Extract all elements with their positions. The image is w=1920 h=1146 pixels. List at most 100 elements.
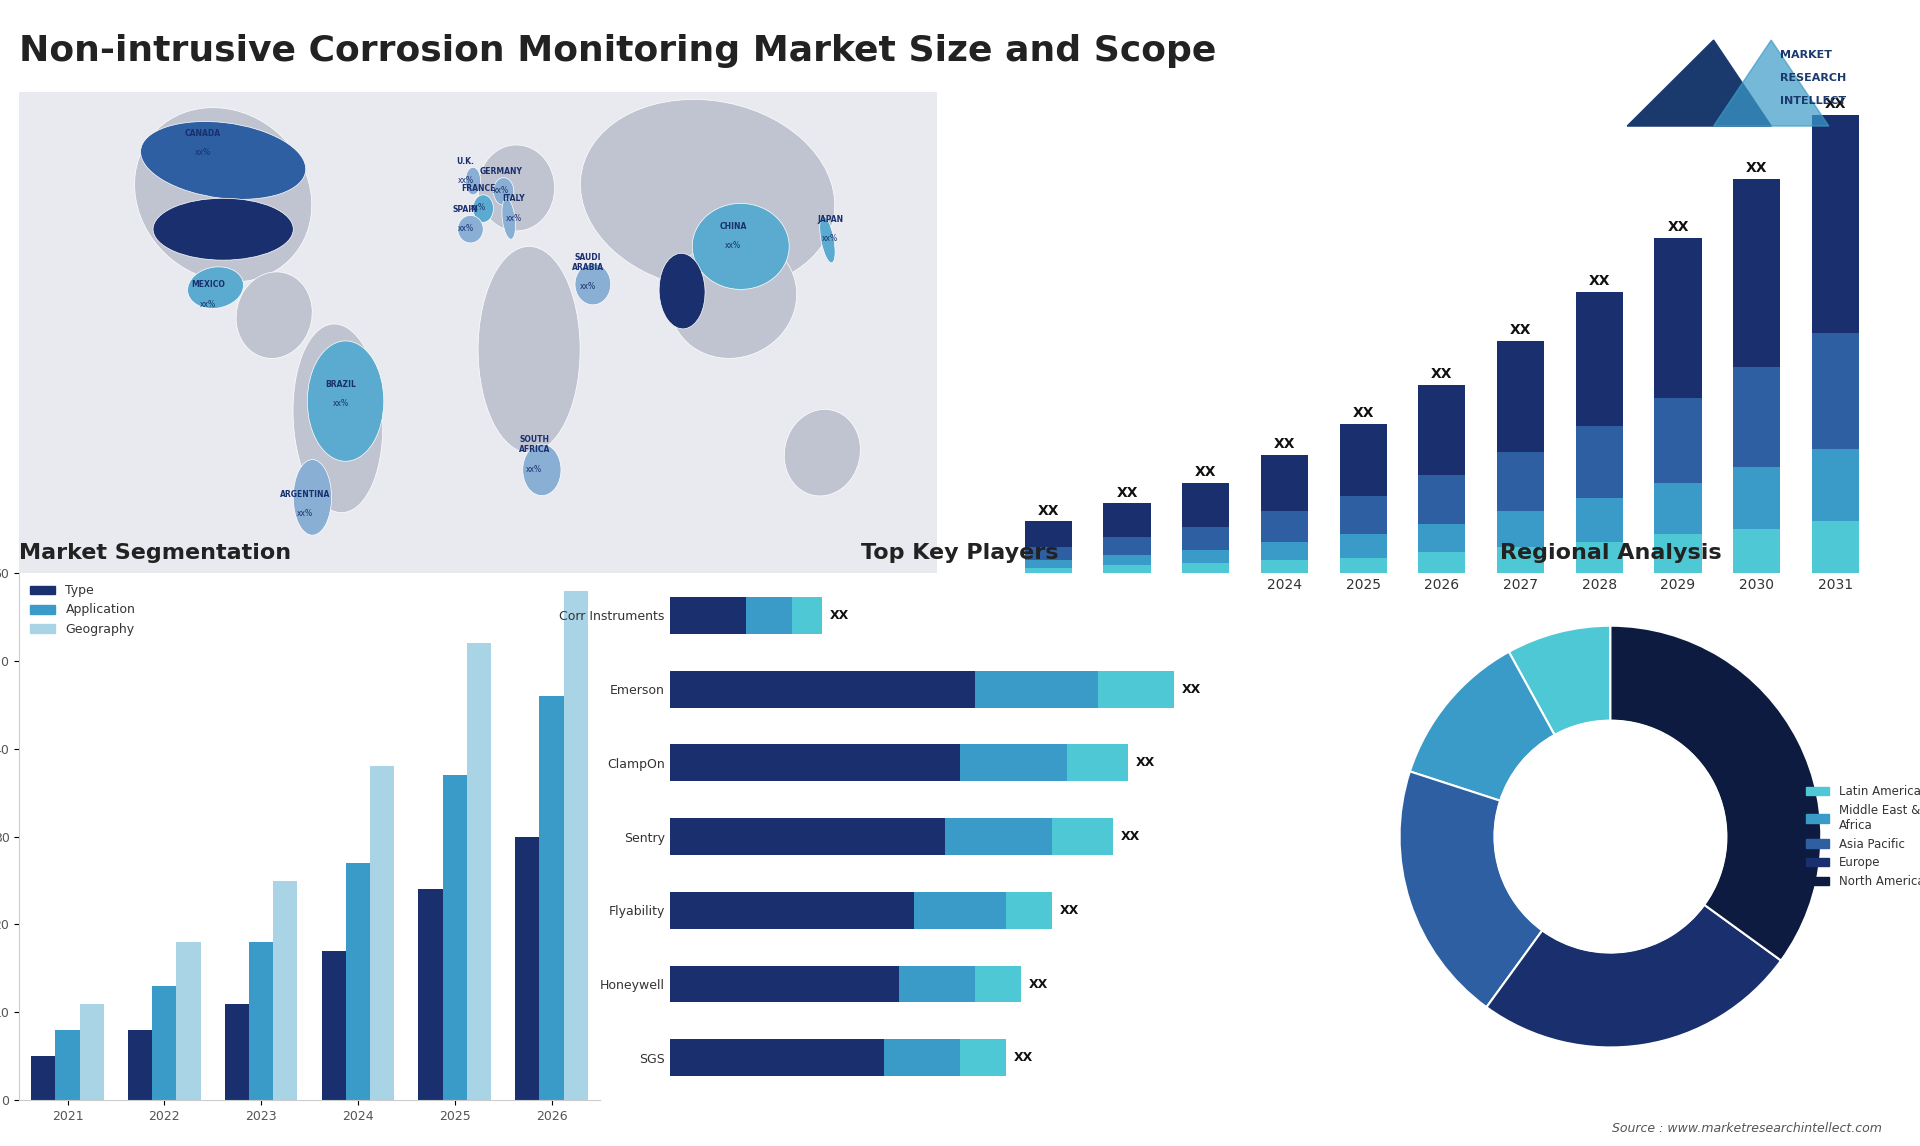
Bar [1183,550,1229,563]
Text: xx%: xx% [190,227,205,236]
Bar [1498,548,1544,573]
Text: XX: XX [1352,406,1375,419]
Ellipse shape [783,409,860,496]
Text: ARGENTINA: ARGENTINA [280,490,330,500]
Text: XX: XX [1745,162,1768,175]
Text: CANADA: CANADA [184,129,221,139]
Text: U.K.: U.K. [457,157,474,166]
Ellipse shape [693,204,789,290]
Text: U.S.: U.S. [188,209,205,218]
Bar [444,775,467,1100]
Ellipse shape [294,460,332,535]
Ellipse shape [670,237,797,359]
FancyBboxPatch shape [6,74,950,590]
Text: XX: XX [1509,323,1532,337]
Text: CHINA: CHINA [720,222,747,231]
Bar [1419,385,1465,476]
Bar [1576,542,1622,573]
Bar [1734,529,1780,573]
Bar [1812,521,1859,573]
Text: BRAZIL: BRAZIL [324,380,355,390]
Bar [960,745,1068,782]
Text: xx%: xx% [332,399,349,408]
Ellipse shape [465,167,480,195]
Bar [1734,468,1780,529]
Text: XX: XX [1137,756,1156,769]
Text: XX: XX [1014,1051,1033,1065]
Bar [1498,511,1544,548]
Bar [1655,398,1701,482]
Text: RESEARCH: RESEARCH [1780,73,1847,83]
Text: INTELLECT: INTELLECT [1780,96,1845,105]
Wedge shape [1611,626,1822,960]
Bar [945,818,1052,855]
Text: xx%: xx% [666,304,682,312]
Bar [250,942,273,1100]
Text: xx%: xx% [526,465,541,473]
Text: Source : www.marketresearchintellect.com: Source : www.marketresearchintellect.com [1611,1122,1882,1135]
Bar [1340,424,1386,496]
Text: XX: XX [1116,486,1139,500]
Bar [1576,499,1622,542]
Text: xx%: xx% [200,300,215,308]
Ellipse shape [659,253,705,329]
Bar [1655,482,1701,534]
Bar [1183,563,1229,573]
Ellipse shape [294,324,382,512]
Bar [1734,367,1780,468]
Ellipse shape [140,121,305,199]
Bar [564,590,588,1100]
Ellipse shape [134,108,311,282]
Bar [670,892,914,928]
Title: Top Key Players: Top Key Players [862,543,1058,563]
Text: XX: XX [1121,830,1140,843]
Bar [1104,537,1150,555]
Bar [129,1030,152,1100]
Bar [1655,238,1701,398]
Text: xx%: xx% [505,213,522,222]
Bar [1812,333,1859,449]
Polygon shape [1713,40,1828,126]
Ellipse shape [236,272,313,359]
Text: XX: XX [1430,367,1453,382]
Ellipse shape [820,217,835,262]
Bar [177,942,202,1100]
Bar [1025,568,1071,573]
Wedge shape [1486,904,1782,1047]
Text: xx%: xx% [493,186,509,195]
Wedge shape [1400,771,1542,1007]
Text: XX: XX [1181,683,1200,696]
Bar [914,892,1006,928]
Bar [670,1039,883,1076]
Ellipse shape [580,100,835,290]
Text: XX: XX [1273,437,1296,450]
Bar [1006,892,1052,928]
Bar [1576,292,1622,426]
Text: MARKET: MARKET [1780,50,1832,60]
Bar [1052,818,1114,855]
Bar [1419,552,1465,573]
Bar [899,966,975,1003]
Ellipse shape [574,264,611,305]
Ellipse shape [188,267,244,308]
Text: xx%: xx% [298,509,313,518]
Ellipse shape [478,246,580,453]
Bar [1183,482,1229,527]
Text: MEXICO: MEXICO [190,281,225,289]
Text: XX: XX [1037,503,1060,518]
Circle shape [1494,721,1726,952]
Bar [1655,534,1701,573]
Bar [346,863,371,1100]
Legend: Type, Application, Geography: Type, Application, Geography [25,579,140,641]
Ellipse shape [472,195,493,222]
Ellipse shape [307,342,384,461]
Text: XX: XX [1588,274,1611,289]
Ellipse shape [493,178,515,205]
Wedge shape [1409,652,1555,801]
Bar [323,951,346,1100]
Bar [1261,560,1308,573]
Bar [1419,476,1465,524]
Text: XX: XX [1667,220,1690,234]
Bar [975,966,1021,1003]
Ellipse shape [522,445,561,495]
